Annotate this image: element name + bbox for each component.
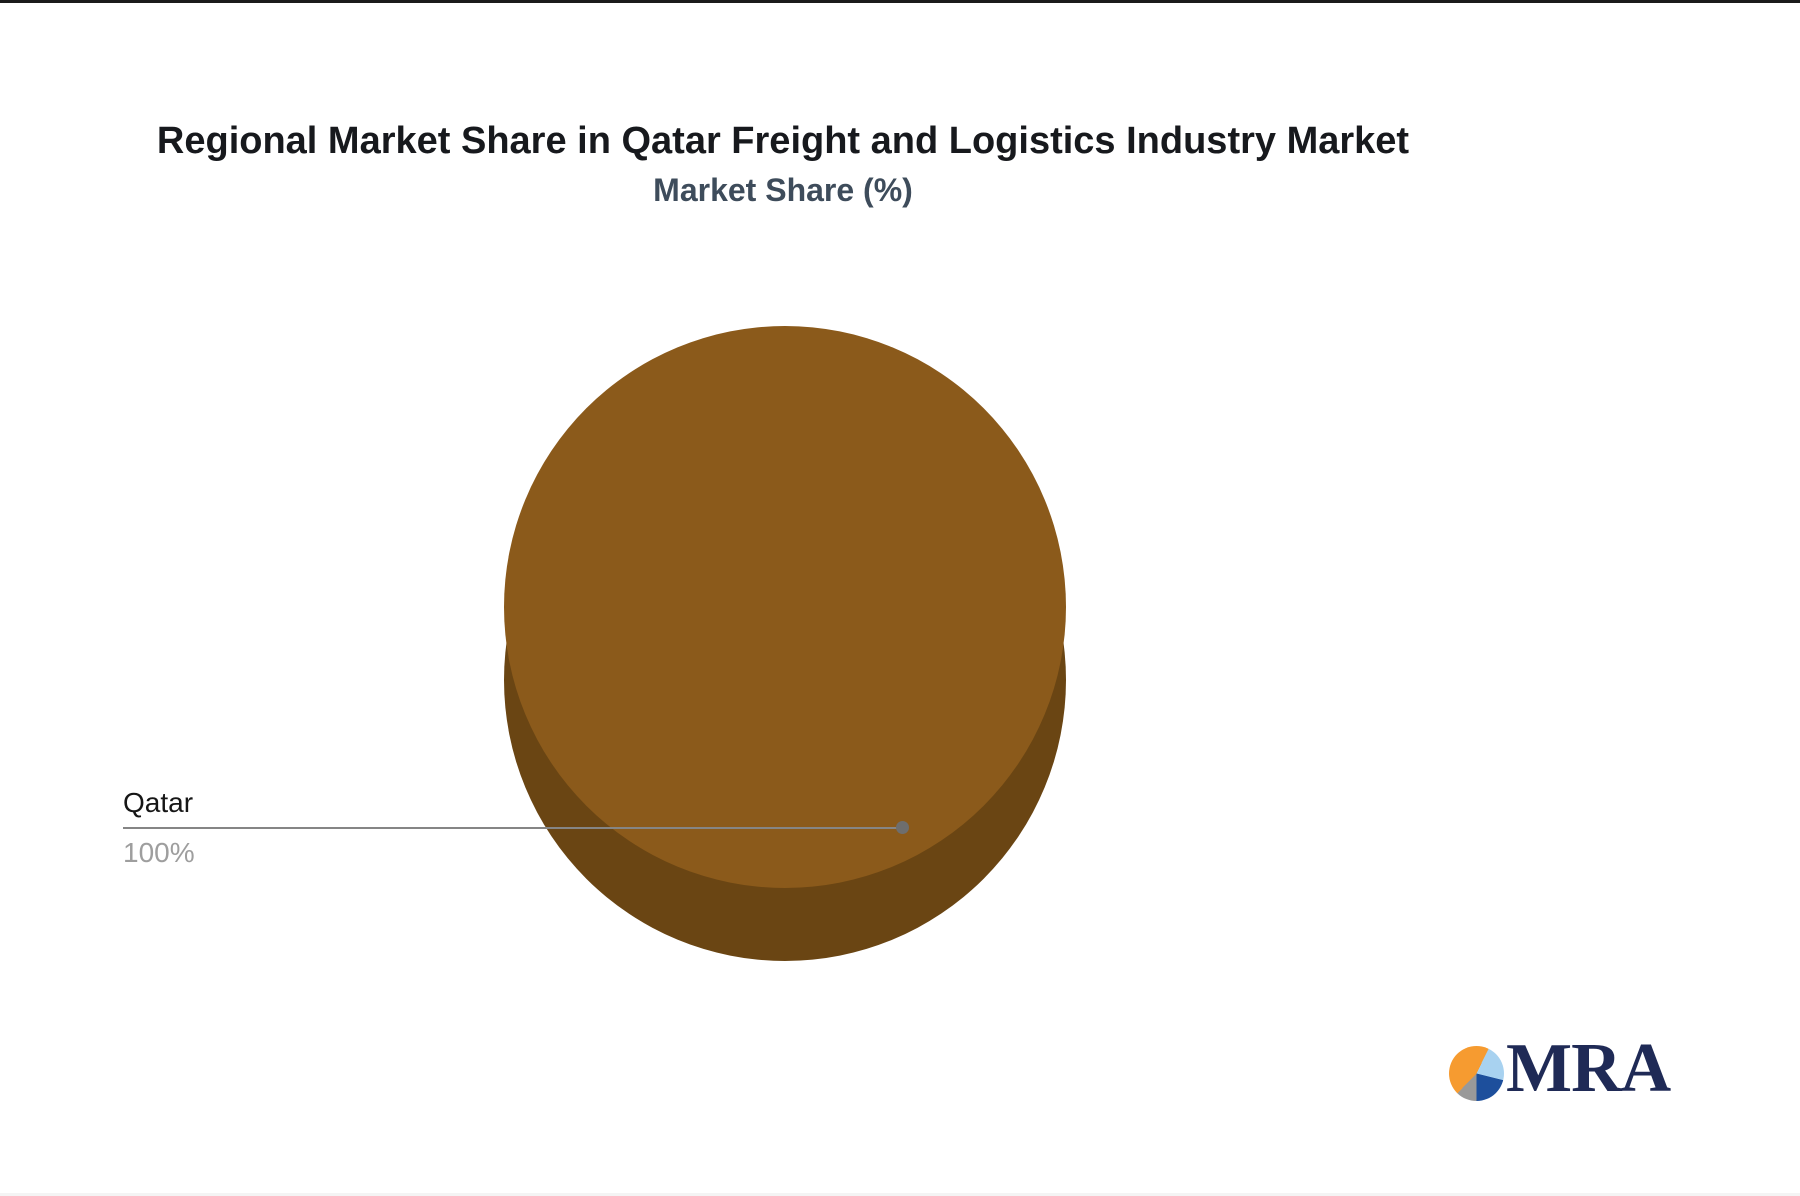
bottom-edge-divider <box>0 1193 1800 1196</box>
top-edge-divider <box>0 0 1800 3</box>
chart-subtitle: Market Share (%) <box>653 172 913 208</box>
leader-line <box>123 827 902 829</box>
chart-area: Regional Market Share in Qatar Freight a… <box>123 120 1410 961</box>
mra-logo-text: MRA <box>1506 1030 1671 1107</box>
mra-logo-pie-icon <box>1449 1045 1504 1101</box>
pie-value-qatar: 100% <box>123 837 195 868</box>
leader-line-dot <box>896 821 909 834</box>
pie-label-qatar: Qatar <box>123 787 194 818</box>
mra-logo: MRA <box>1449 1030 1671 1107</box>
chart-title: Regional Market Share in Qatar Freight a… <box>156 120 1410 162</box>
pie-slice-qatar[interactable] <box>504 326 1066 888</box>
